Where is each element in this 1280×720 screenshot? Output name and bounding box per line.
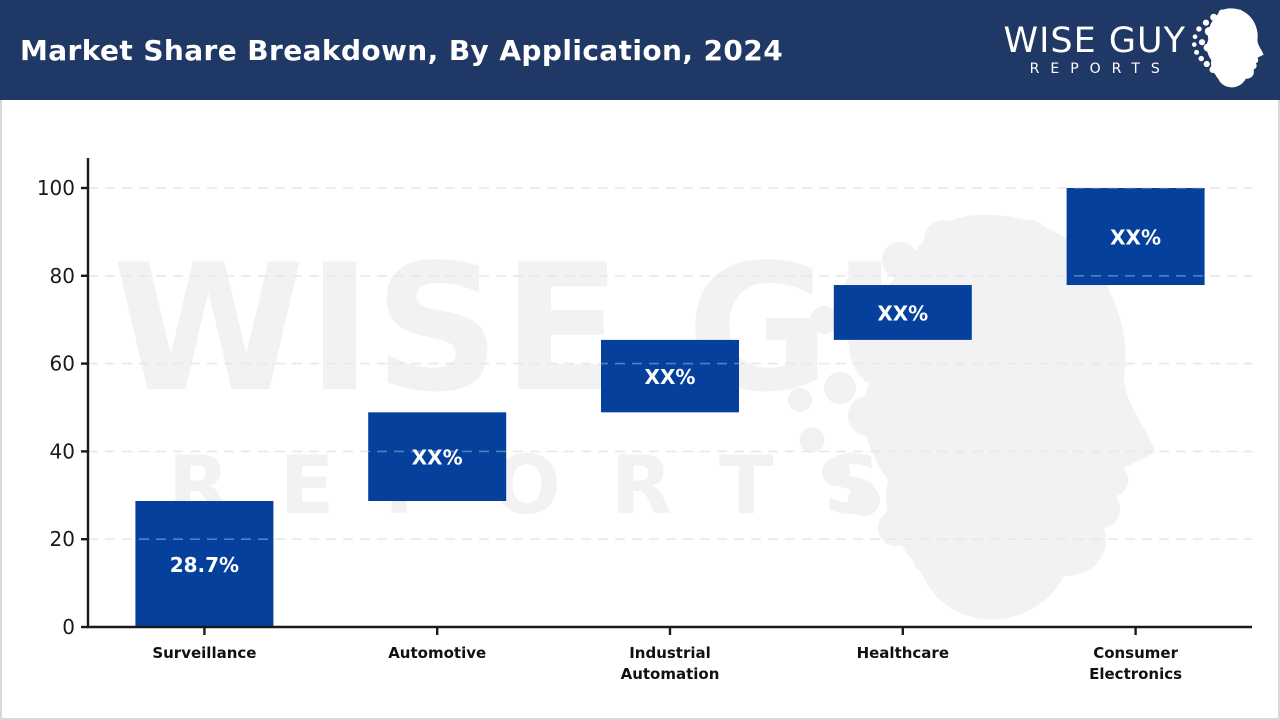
page-title: Market Share Breakdown, By Application, … [20, 33, 784, 67]
x-category-label: Surveillance [152, 644, 256, 662]
x-category-label: Healthcare [857, 644, 949, 662]
x-category-label: Automotive [388, 644, 486, 662]
y-tick-label: 20 [50, 527, 75, 551]
bar-industrial-automation [601, 339, 739, 413]
y-tick-label: 60 [50, 352, 75, 376]
wiseguy-logo: WISE GUY REPORTS [1003, 7, 1280, 93]
logo-wordmark: WISE GUY [1003, 20, 1186, 61]
y-tick-label: 100 [37, 176, 75, 200]
y-tick-label: 40 [50, 439, 75, 463]
bar-automotive [368, 412, 507, 502]
bar-value-label: XX% [412, 446, 463, 470]
x-category-label: Industrial Automation [621, 644, 720, 683]
logo-subtitle: REPORTS [1029, 61, 1171, 78]
bar-value-label: XX% [877, 301, 928, 325]
header-bar: Market Share Breakdown, By Application, … [0, 0, 1280, 100]
y-tick-label: 80 [50, 264, 75, 288]
market-share-chart: 28.7% XX% XX% XX% XX% 0 20 40 60 80 100 Surveillanc… [37, 158, 1252, 683]
logo-text: WISE GUY REPORTS [1003, 20, 1186, 78]
logo-face-icon [1191, 8, 1264, 88]
x-category-label: Consumer Electronics [1089, 644, 1182, 683]
y-tick-label: 0 [62, 615, 75, 639]
bar-value-label: 28.7% [170, 553, 239, 577]
bar-surveillance [135, 501, 274, 627]
bar-value-label: XX% [1110, 226, 1161, 250]
bar-value-label: XX% [645, 365, 696, 389]
